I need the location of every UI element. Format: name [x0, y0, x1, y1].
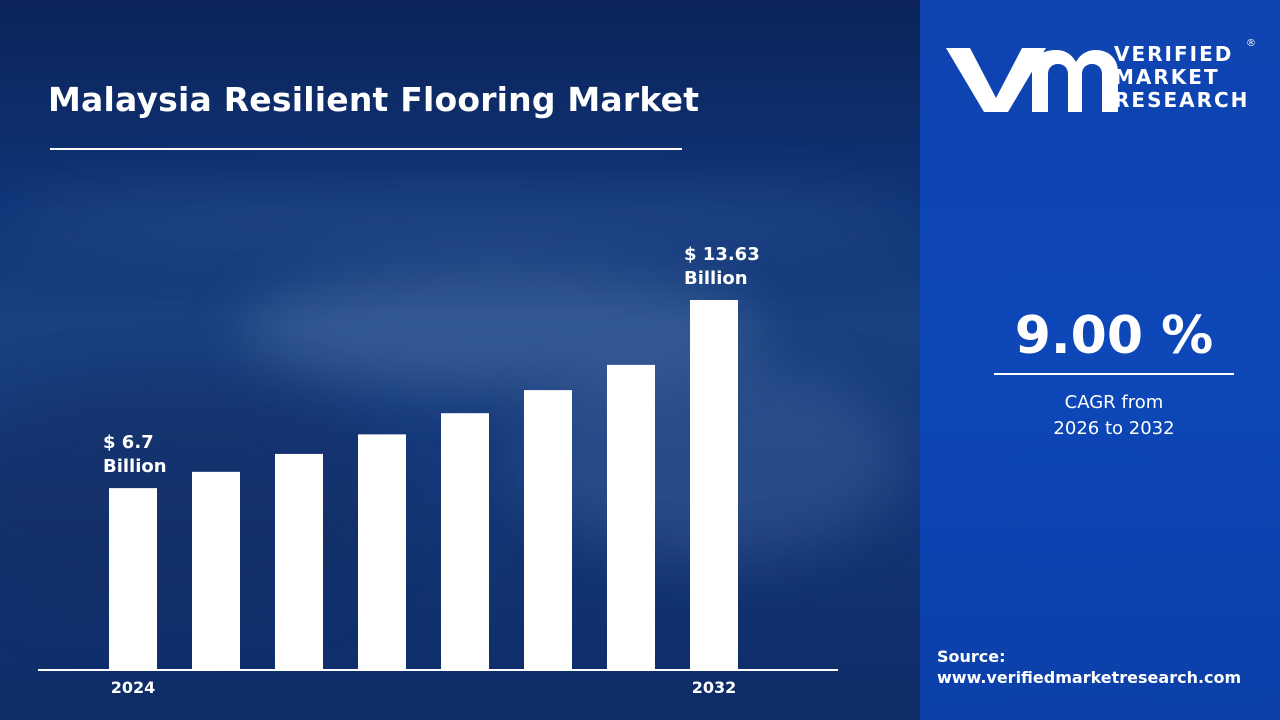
source-url: www.verifiedmarketresearch.com	[937, 668, 1242, 687]
brand-line: VERIFIED	[1114, 42, 1234, 66]
data-label-value: $ 13.63	[684, 244, 760, 265]
bar-7	[690, 300, 738, 670]
bars	[109, 300, 738, 670]
source-note: Source: www.verifiedmarketresearch.com	[937, 646, 1241, 688]
cagr-divider	[994, 373, 1234, 375]
title-divider	[50, 148, 682, 150]
data-label-unit: Billion	[684, 268, 748, 289]
bar-6	[607, 364, 655, 670]
source-label: Source:	[937, 647, 1006, 666]
brand-line: MARKET	[1114, 65, 1220, 89]
bar-4	[441, 413, 489, 670]
brand-name: VERIFIED MARKET RESEARCH	[1114, 43, 1249, 112]
brand-logo	[946, 48, 1118, 112]
page-title: Malaysia Resilient Flooring Market	[48, 80, 700, 119]
chart-panel: Malaysia Resilient Flooring Market 2024 2…	[0, 0, 920, 720]
brand-line: RESEARCH	[1114, 88, 1250, 112]
x-tick-label: 2024	[111, 678, 156, 697]
bar-2	[275, 453, 323, 670]
bar-5	[524, 390, 572, 670]
bar-3	[358, 434, 406, 670]
cagr-label: CAGR from 2026 to 2032	[994, 390, 1234, 442]
data-label-unit: Billion	[103, 456, 167, 477]
cagr-label-line: CAGR from	[1064, 392, 1164, 413]
cagr-value: 9.00 %	[1014, 306, 1214, 366]
data-label-value: $ 6.7	[103, 432, 154, 453]
labels: 2024 2032 $ 6.7 Billion $ 13.63 Billion	[103, 244, 760, 697]
background-haze	[0, 190, 920, 250]
bar-chart: 2024 2032 $ 6.7 Billion $ 13.63 Billion	[38, 244, 838, 697]
summary-panel: VERIFIED MARKET RESEARCH ® 9.00 % CAGR f…	[920, 0, 1280, 720]
bar-0	[109, 488, 157, 670]
registered-mark: ®	[1246, 38, 1256, 49]
bar-1	[192, 471, 240, 670]
background-haze	[240, 270, 760, 390]
x-tick-label: 2032	[692, 678, 737, 697]
cagr-label-line: 2026 to 2032	[1053, 418, 1175, 439]
